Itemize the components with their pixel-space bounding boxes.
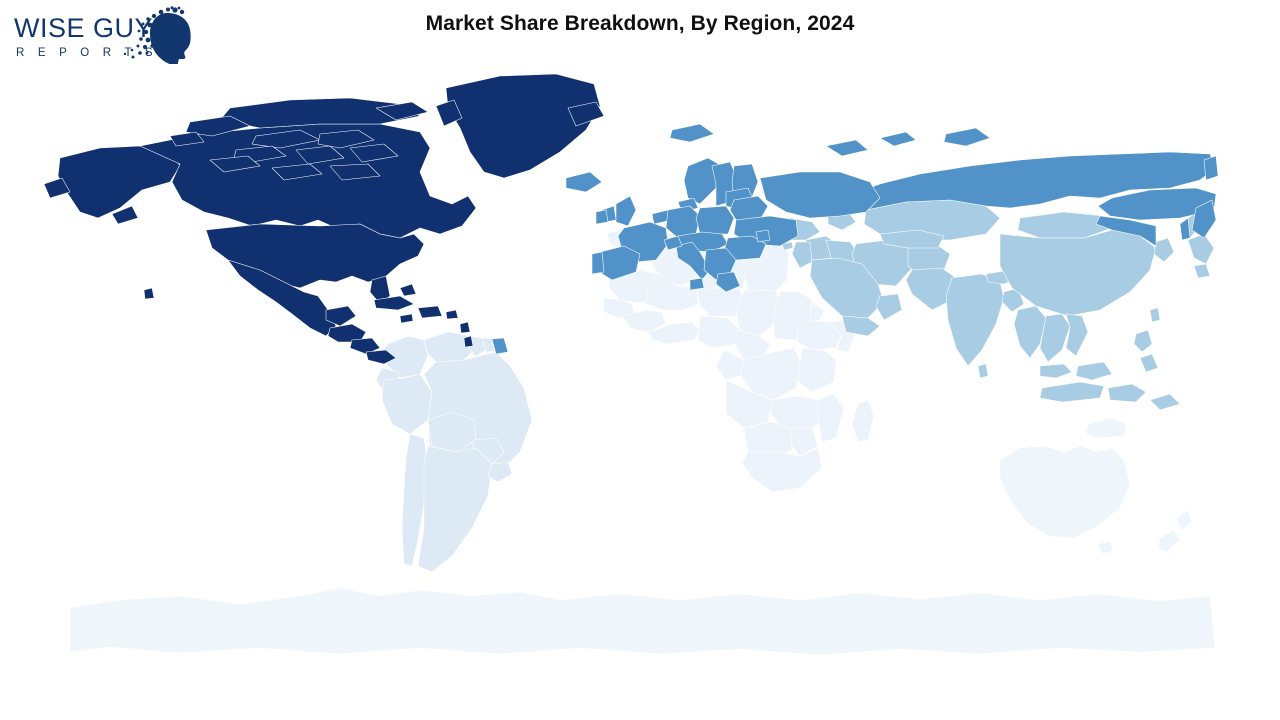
region-north-america[interactable] xyxy=(44,74,604,364)
logo-line-2: R E P O R T S xyxy=(16,47,158,59)
logo-line-1: WISE GUY xyxy=(14,13,153,43)
world-map-container xyxy=(0,48,1280,720)
head-silhouette-icon xyxy=(123,6,191,64)
region-oceania[interactable] xyxy=(1000,418,1192,554)
region-antarctica[interactable] xyxy=(70,588,1215,655)
region-asia-pacific[interactable] xyxy=(760,200,1214,410)
region-africa[interactable] xyxy=(604,229,874,492)
region-south-america[interactable] xyxy=(376,332,532,572)
wise-guy-reports-logo[interactable]: WISE GUY R E P O R T S xyxy=(12,6,197,64)
region-europe[interactable] xyxy=(492,124,1218,354)
logo-wordmark: WISE GUY R E P O R T S xyxy=(14,13,158,59)
world-choropleth-map[interactable] xyxy=(0,48,1280,720)
